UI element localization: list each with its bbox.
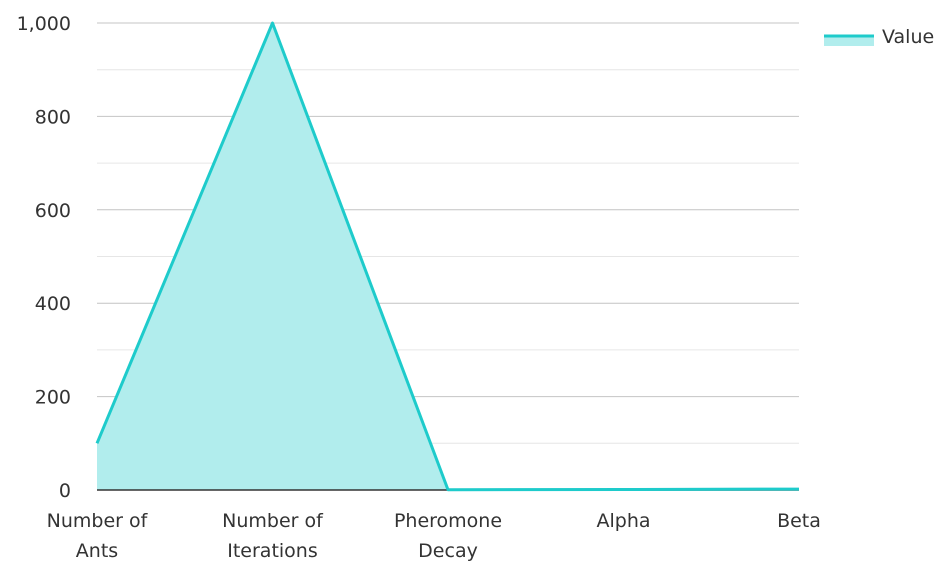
x-tick-label-line: Beta [777,510,821,532]
x-tick-label-line: Ants [76,540,118,562]
x-tick-label-line: Number of [222,510,324,532]
y-tick-label: 800 [35,106,71,128]
series-area-value [97,23,799,490]
x-tick-label-line: Iterations [227,540,318,562]
x-tick-label: Number of Ants [47,510,149,562]
x-tick-label-line: Pheromone [394,510,502,532]
y-tick-label: 200 [35,387,71,409]
x-tick-label: Beta [777,510,821,532]
x-tick-label: Pheromone Decay [394,510,502,562]
y-tick-label: 0 [59,480,71,502]
x-tick-label-line: Alpha [596,510,650,532]
series-line-value [95,21,800,492]
y-tick-label: 1,000 [17,13,71,35]
x-tick-label-line: Decay [418,540,478,562]
legend-label-value: Value [882,26,934,48]
x-tick-label-line: Number of [47,510,149,532]
y-tick-label: 600 [35,200,71,222]
x-tick-label: Number of Iterations [222,510,324,562]
y-tick-label: 400 [35,293,71,315]
legend-swatch-fill [824,36,874,46]
x-tick-label: Alpha [596,510,650,532]
